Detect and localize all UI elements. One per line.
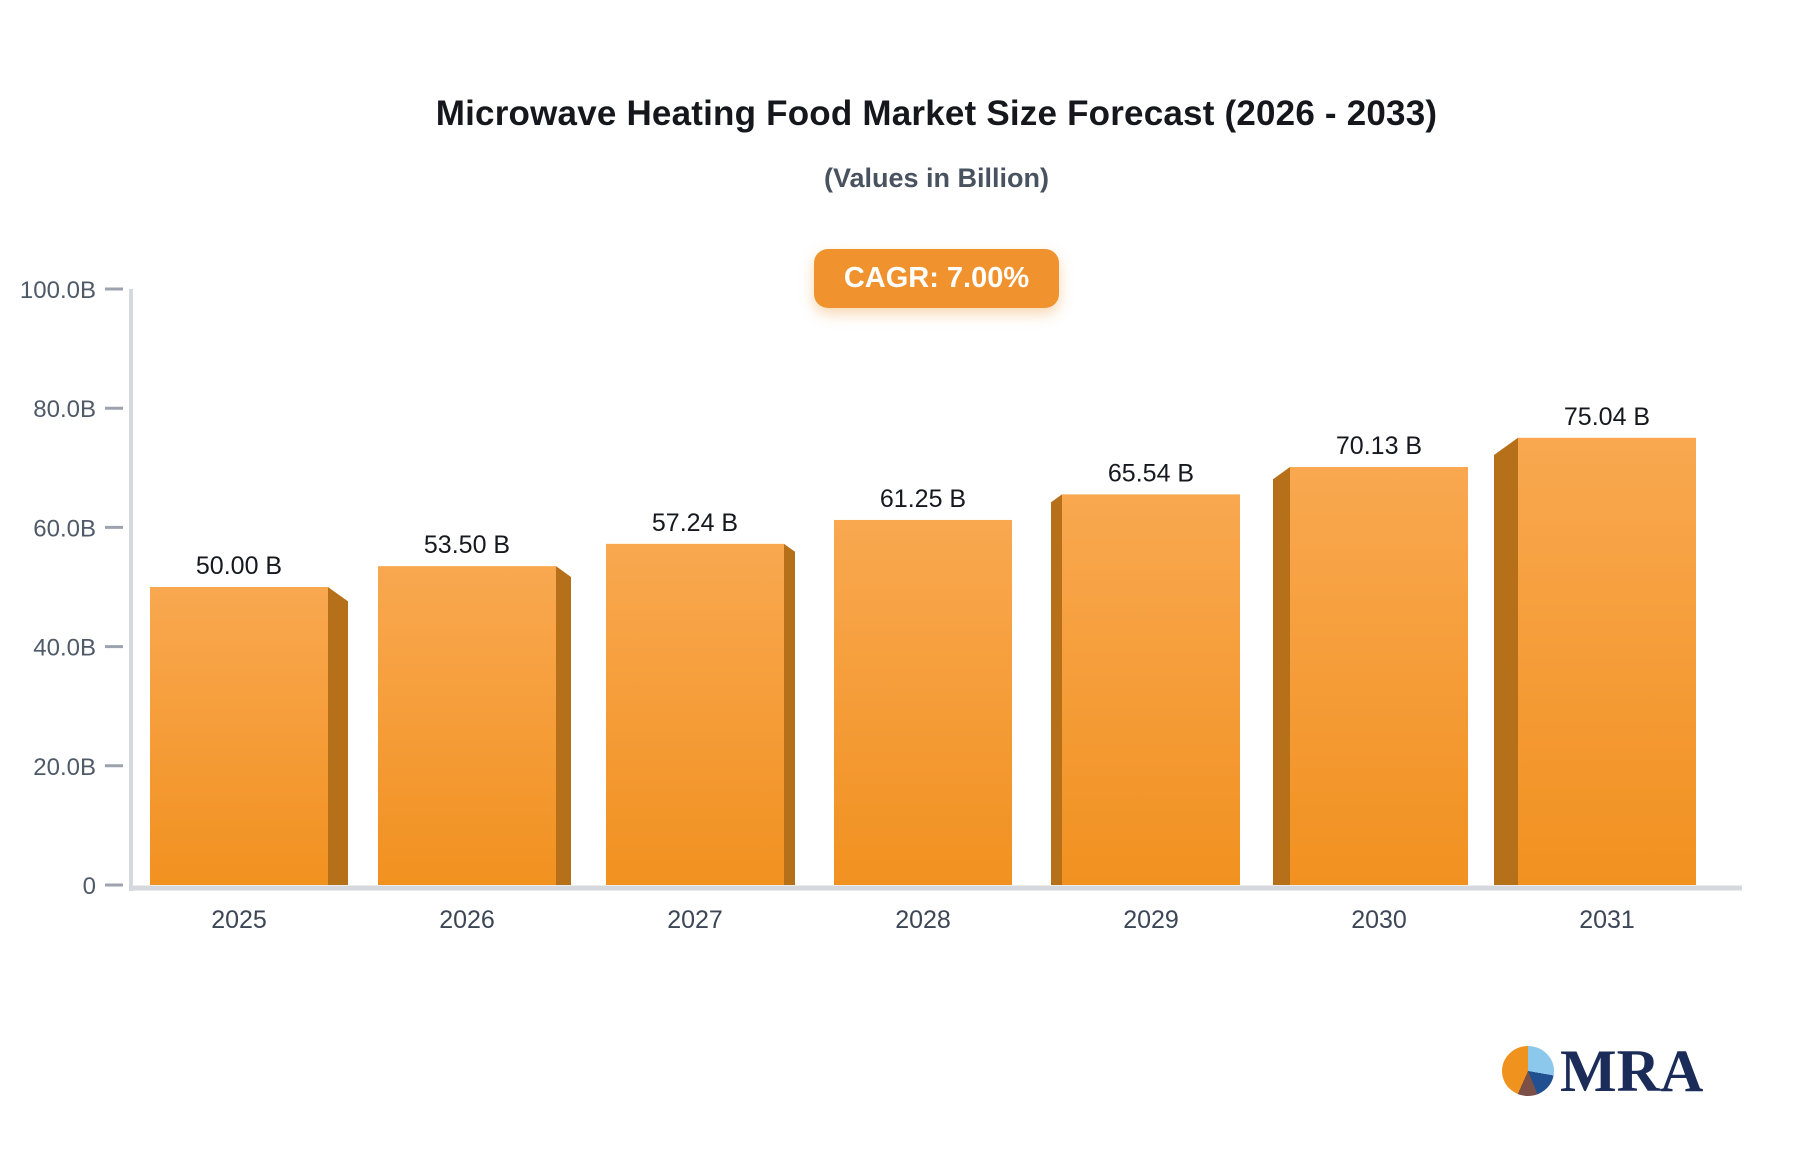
y-tick-label: 0 [83, 873, 96, 900]
x-tick-label-2029: 2029 [1123, 906, 1179, 934]
plot-area: 100.0B 80.0B 60.0B 40.0B 20.0B 0 50.00 B 2025 53… [20, 277, 1742, 934]
bar-2025 [150, 587, 328, 885]
bar-side-2029 [1051, 494, 1062, 885]
bar-2031 [1518, 437, 1696, 885]
value-label-2028: 61.25 B [880, 485, 966, 513]
pie-chart-icon [1502, 1046, 1554, 1096]
bar-side-2031 [1494, 437, 1518, 885]
value-label-2030: 70.13 B [1336, 432, 1422, 460]
value-label-2029: 65.54 B [1108, 459, 1194, 487]
bar-side-2030 [1273, 467, 1290, 885]
x-tick-label-2027: 2027 [667, 906, 723, 934]
bar-2029 [1062, 494, 1240, 885]
x-tick-label-2028: 2028 [895, 906, 951, 934]
bar-side-2027 [784, 543, 795, 885]
bar-2030 [1290, 467, 1468, 885]
page-title: Microwave Heating Food Market Size Forec… [435, 94, 1438, 133]
y-tick-label: 60.0B [33, 515, 96, 542]
bar-side-2026 [556, 566, 571, 885]
x-axis-line [129, 885, 1742, 891]
page-subtitle: (Values in Billion) [823, 163, 1050, 193]
value-label-2025: 50.00 B [196, 552, 282, 580]
x-tick-label-2030: 2030 [1351, 906, 1407, 934]
x-tick-label-2031: 2031 [1579, 906, 1635, 934]
y-tick-label: 40.0B [33, 635, 96, 662]
bar-side-2025 [328, 587, 348, 885]
y-tick-label: 80.0B [33, 396, 96, 423]
bar-2026 [378, 566, 556, 885]
cagr-badge-row: CAGR: 7.00% [131, 249, 1742, 308]
cagr-badge: CAGR: 7.00% [813, 249, 1060, 308]
value-label-2031: 75.04 B [1564, 403, 1650, 431]
x-tick-label-2025: 2025 [211, 906, 267, 934]
x-tick-label-2026: 2026 [439, 906, 495, 934]
value-label-2026: 53.50 B [424, 531, 510, 559]
y-tick-label: 20.0B [33, 754, 96, 781]
bar-2027 [606, 543, 784, 885]
y-axis-line [129, 289, 133, 891]
brand-name: MRA [1560, 1038, 1704, 1104]
bar-2028 [834, 519, 1012, 885]
brand-logo: MRA [1502, 1036, 1703, 1106]
value-label-2027: 57.24 B [652, 509, 738, 537]
y-tick-label: 100.0B [20, 277, 96, 304]
